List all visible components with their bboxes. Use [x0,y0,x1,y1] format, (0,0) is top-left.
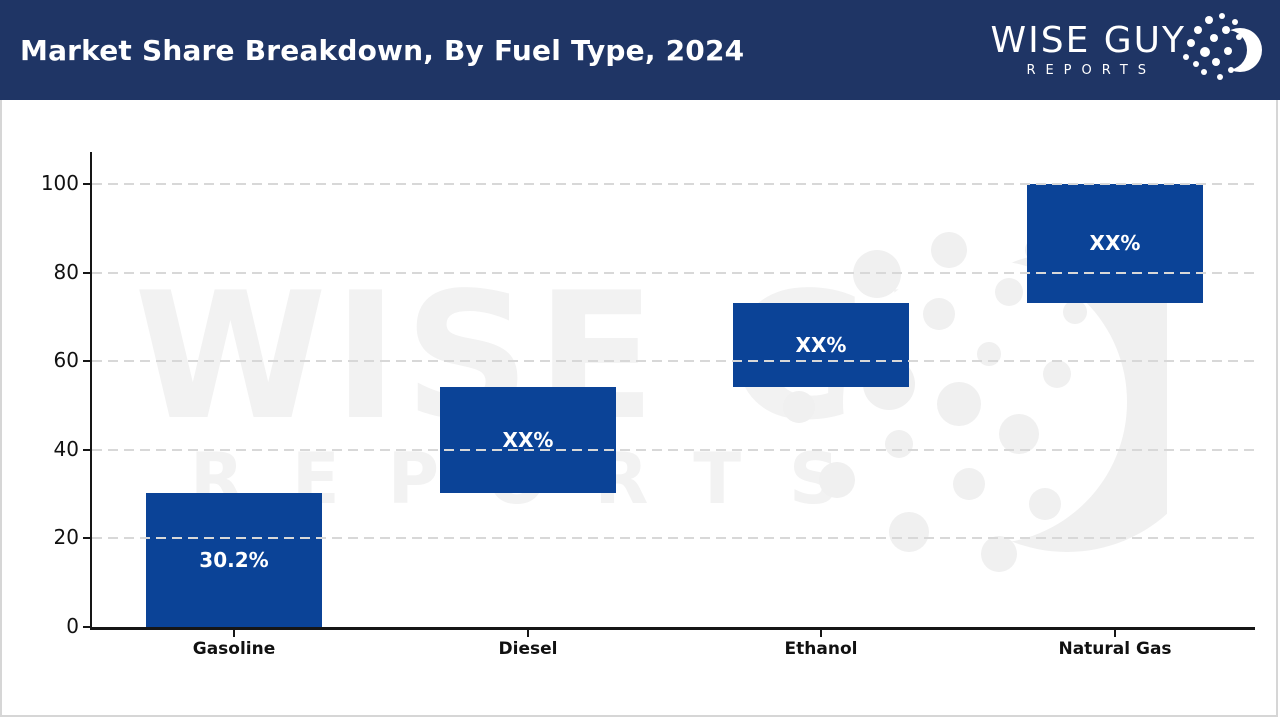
x-tick-label: Ethanol [784,639,858,659]
y-tick-label: 100 [40,171,79,195]
x-tick [820,630,822,637]
x-tick [527,630,529,637]
x-tick-label: Diesel [498,639,558,659]
y-tick [83,360,90,363]
bar-value-label: XX% [1089,231,1141,256]
bar: XX% [1027,184,1203,303]
x-tick [233,630,235,637]
bar: 30.2% [146,493,322,627]
bar-value-label: XX% [502,428,554,453]
y-tick [83,537,90,540]
plot-area: 0 20 40 60 80 100 30.2% XX% XX% XX% Gasoline Diesel… [41,152,1255,659]
gridline [92,271,1255,274]
logo-wordmark-line2: REPORTS [1026,62,1157,78]
bar: XX% [440,386,616,494]
bar: XX% [733,302,909,387]
page-title: Market Share Breakdown, By Fuel Type, 20… [20,33,745,67]
y-tick [83,626,90,628]
logo: WISE GUY REPORTS [990,7,1262,93]
y-tick [83,448,90,451]
bar-value-label: XX% [795,332,847,357]
x-tick [1114,630,1116,637]
header: Market Share Breakdown, By Fuel Type, 20… [0,0,1280,100]
y-tick-label: 80 [53,259,79,284]
x-tick-label: Gasoline [192,639,276,659]
y-tick-label: 40 [53,436,79,461]
y-tick-label: 60 [53,348,79,373]
y-tick-label: 20 [53,525,79,550]
gridline [92,183,1255,185]
logo-wordmark: WISE GUY REPORTS [990,19,1187,78]
bar-value-label: 30.2% [199,548,269,573]
gridline [92,448,1255,451]
logo-face-icon [1183,13,1262,80]
x-tick-label: Natural Gas [1058,639,1172,659]
logo-wordmark-line1: WISE GUY [990,19,1186,61]
y-tick [83,183,90,185]
y-tick-label: 0 [66,614,79,638]
y-tick [83,271,90,274]
gridline [92,537,1255,540]
gridline [92,360,1255,363]
